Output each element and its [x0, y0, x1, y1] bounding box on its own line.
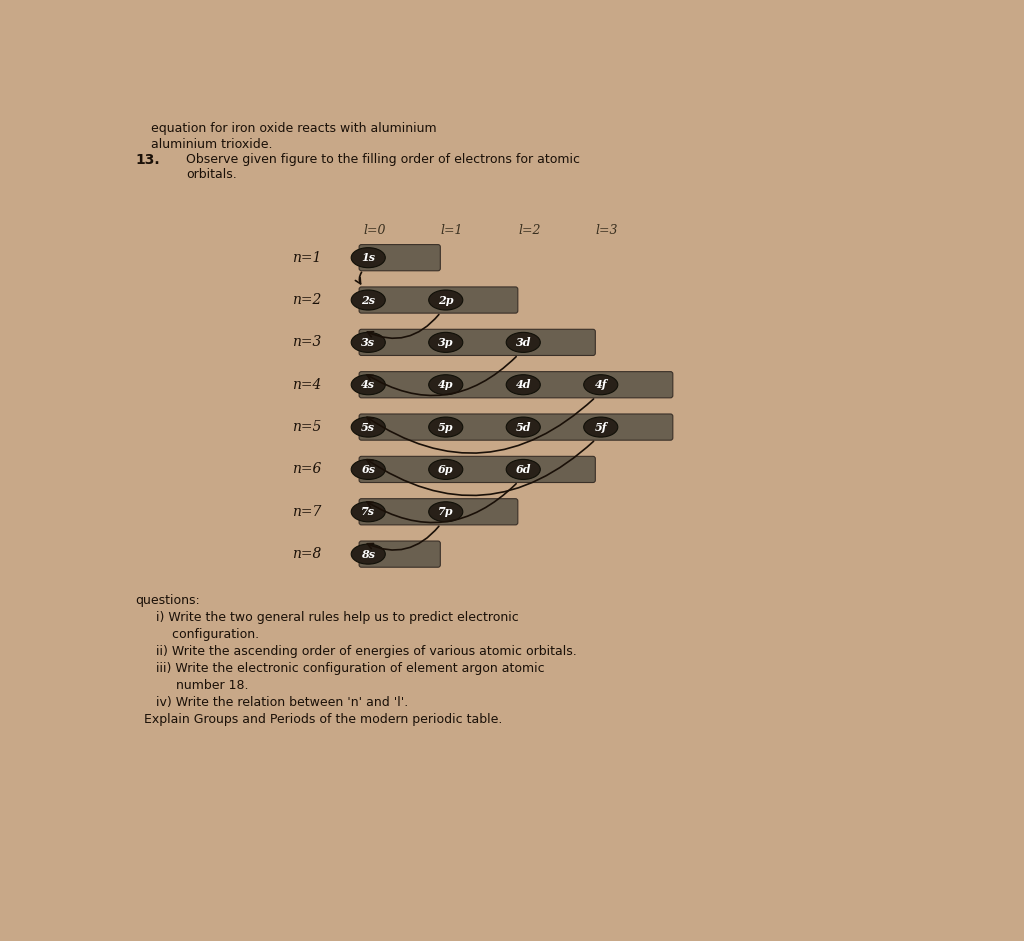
Text: 8s: 8s	[361, 549, 375, 560]
Text: i) Write the two general rules help us to predict electronic: i) Write the two general rules help us t…	[143, 611, 518, 624]
Text: ii) Write the ascending order of energies of various atomic orbitals.: ii) Write the ascending order of energie…	[143, 645, 577, 658]
Text: n=7: n=7	[293, 504, 322, 518]
Ellipse shape	[506, 375, 541, 394]
Text: orbitals.: orbitals.	[186, 168, 237, 182]
Ellipse shape	[429, 332, 463, 352]
Text: Observe given figure to the filling order of electrons for atomic: Observe given figure to the filling orde…	[186, 153, 581, 166]
Ellipse shape	[429, 459, 463, 480]
Text: uestions:: uestions:	[143, 594, 201, 607]
FancyBboxPatch shape	[359, 541, 440, 567]
Text: 3s: 3s	[361, 337, 375, 348]
Text: number 18.: number 18.	[143, 678, 248, 692]
Ellipse shape	[351, 417, 385, 437]
Text: 7s: 7s	[361, 506, 375, 518]
Text: 6s: 6s	[361, 464, 375, 475]
Text: 4s: 4s	[361, 379, 375, 391]
FancyBboxPatch shape	[359, 456, 595, 483]
Text: 3p: 3p	[438, 337, 454, 348]
Text: Explain Groups and Periods of the modern periodic table.: Explain Groups and Periods of the modern…	[143, 712, 502, 726]
Text: n=3: n=3	[293, 335, 322, 349]
Ellipse shape	[584, 417, 617, 437]
Text: 3d: 3d	[515, 337, 531, 348]
Text: 4p: 4p	[438, 379, 454, 391]
Text: l=1: l=1	[440, 224, 463, 237]
Text: l=0: l=0	[364, 224, 386, 237]
Text: 7p: 7p	[438, 506, 454, 518]
Ellipse shape	[429, 417, 463, 437]
Text: 1s: 1s	[361, 252, 375, 263]
Ellipse shape	[351, 459, 385, 480]
Text: 5f: 5f	[595, 422, 607, 433]
Text: q: q	[136, 594, 143, 607]
Text: 4d: 4d	[515, 379, 531, 391]
Text: n=4: n=4	[293, 377, 322, 391]
Ellipse shape	[351, 290, 385, 310]
Text: n=6: n=6	[293, 462, 322, 476]
Text: 2s: 2s	[361, 295, 375, 306]
Text: 5s: 5s	[361, 422, 375, 433]
Ellipse shape	[506, 459, 541, 480]
Text: configuration.: configuration.	[143, 628, 259, 641]
Text: l=2: l=2	[518, 224, 541, 237]
Ellipse shape	[429, 290, 463, 310]
Ellipse shape	[351, 544, 385, 565]
Text: 4f: 4f	[595, 379, 607, 391]
Ellipse shape	[429, 502, 463, 522]
Ellipse shape	[351, 332, 385, 352]
Text: n=8: n=8	[293, 547, 322, 561]
Ellipse shape	[351, 375, 385, 394]
FancyBboxPatch shape	[359, 329, 595, 356]
Ellipse shape	[584, 375, 617, 394]
Text: 13.: 13.	[136, 153, 161, 167]
FancyBboxPatch shape	[359, 414, 673, 440]
Text: iii) Write the electronic configuration of element argon atomic: iii) Write the electronic configuration …	[143, 662, 544, 675]
Ellipse shape	[429, 375, 463, 394]
Text: 6d: 6d	[515, 464, 531, 475]
Text: 6p: 6p	[438, 464, 454, 475]
Text: 5p: 5p	[438, 422, 454, 433]
Text: n=2: n=2	[293, 293, 322, 307]
FancyBboxPatch shape	[359, 287, 518, 313]
Text: equation for iron oxide reacts with aluminium: equation for iron oxide reacts with alum…	[152, 122, 437, 136]
Text: 2p: 2p	[438, 295, 454, 306]
Text: n=1: n=1	[293, 250, 322, 264]
Text: 5d: 5d	[515, 422, 531, 433]
FancyBboxPatch shape	[359, 499, 518, 525]
FancyBboxPatch shape	[359, 245, 440, 271]
Ellipse shape	[506, 417, 541, 437]
Text: aluminium trioxide.: aluminium trioxide.	[152, 137, 272, 151]
Text: l=3: l=3	[596, 224, 618, 237]
Ellipse shape	[351, 502, 385, 522]
Ellipse shape	[351, 247, 385, 267]
Text: n=5: n=5	[293, 420, 322, 434]
FancyBboxPatch shape	[359, 372, 673, 398]
Text: iv) Write the relation between 'n' and 'l'.: iv) Write the relation between 'n' and '…	[143, 695, 408, 709]
Ellipse shape	[506, 332, 541, 352]
